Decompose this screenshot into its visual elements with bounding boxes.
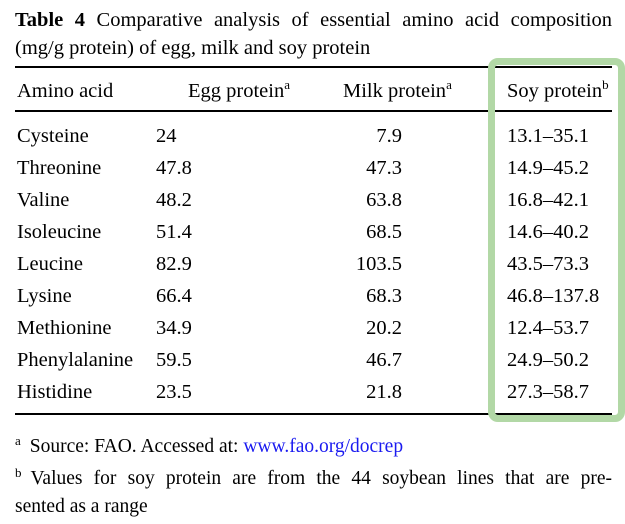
footnote-b-line1: b Values for soy protein are from the 44 … <box>15 466 612 492</box>
amino-acid-cell: Leucine <box>17 253 84 275</box>
table-header-rule <box>15 110 612 112</box>
soy-protein-cell: 43.5–73.3 <box>507 253 589 275</box>
table-row: Cysteine 24 7.9 13.1–35.1 <box>0 120 625 152</box>
table-row: Phenylalanine 59.5 46.7 24.9–50.2 <box>0 344 625 376</box>
table-top-rule <box>15 66 612 68</box>
soy-protein-cell: 12.4–53.7 <box>507 317 589 339</box>
egg-protein-cell: 66.4 <box>156 285 192 307</box>
footnote-b-line2: sented as a range <box>15 496 148 517</box>
table-row: Leucine 82.9 103.5 43.5–73.3 <box>0 248 625 280</box>
egg-protein-cell: 24 <box>156 125 177 147</box>
amino-acid-cell: Valine <box>17 189 70 211</box>
footnote-marker-a: a <box>284 77 290 93</box>
footnote-marker-a: a <box>446 77 452 93</box>
table-header-row: Amino acid Egg proteina Milk proteina So… <box>0 77 625 110</box>
amino-acid-cell: Phenylalanine <box>17 349 134 371</box>
egg-protein-cell: 82.9 <box>156 253 192 275</box>
table-row: Valine 48.2 63.8 16.8–42.1 <box>0 184 625 216</box>
header-milk-protein: Milk proteina <box>343 77 452 102</box>
amino-acid-cell: Isoleucine <box>17 221 102 243</box>
table-row: Histidine 23.5 21.8 27.3–58.7 <box>0 376 625 408</box>
header-egg-protein: Egg proteina <box>188 77 290 102</box>
amino-acid-cell: Threonine <box>17 157 102 179</box>
soy-protein-cell: 14.6–40.2 <box>507 221 589 243</box>
table-body: Cysteine 24 7.9 13.1–35.1 Threonine 47.8 47.3 1… <box>0 120 625 408</box>
soy-protein-cell: 14.9–45.2 <box>507 157 589 179</box>
milk-protein-cell: 68.5 <box>366 221 402 243</box>
table-caption-line2: (mg/g protein) of egg, milk and soy prot… <box>15 37 371 59</box>
footnote-b-text-line1: Values for soy protein are from the 44 s… <box>30 468 613 489</box>
table-number-label: Table 4 <box>15 9 86 31</box>
footnote-marker-b: b <box>602 77 609 93</box>
table-row: Lysine 66.4 68.3 46.8–137.8 <box>0 280 625 312</box>
milk-protein-cell: 47.3 <box>366 157 402 179</box>
amino-acid-cell: Lysine <box>17 285 72 307</box>
milk-protein-cell: 7.9 <box>376 125 402 147</box>
egg-protein-cell: 48.2 <box>156 189 192 211</box>
header-soy-protein: Soy proteinb <box>507 77 609 102</box>
egg-protein-cell: 47.8 <box>156 157 192 179</box>
soy-protein-cell: 46.8–137.8 <box>507 285 600 307</box>
table-row: Threonine 47.8 47.3 14.9–45.2 <box>0 152 625 184</box>
egg-protein-cell: 34.9 <box>156 317 192 339</box>
soy-protein-cell: 27.3–58.7 <box>507 381 589 403</box>
footnote-b-marker: b <box>15 464 22 480</box>
milk-protein-cell: 103.5 <box>355 253 402 275</box>
footnote-a-text: Source: FAO. Accessed at: <box>29 436 244 457</box>
table-row: Isoleucine 51.4 68.5 14.6–40.2 <box>0 216 625 248</box>
footnote-a: a Source: FAO. Accessed at: www.fao.org/d… <box>15 434 612 460</box>
amino-acid-cell: Histidine <box>17 381 93 403</box>
soy-protein-cell: 16.8–42.1 <box>507 189 589 211</box>
header-amino-acid: Amino acid <box>17 80 114 102</box>
amino-acid-cell: Methionine <box>17 317 112 339</box>
milk-protein-cell: 63.8 <box>366 189 402 211</box>
milk-protein-cell: 68.3 <box>366 285 402 307</box>
milk-protein-cell: 21.8 <box>366 381 402 403</box>
table-row: Methionine 34.9 20.2 12.4–53.7 <box>0 312 625 344</box>
table-caption-line1: Table 4 Comparative analysis of essentia… <box>15 6 612 34</box>
soy-protein-cell: 13.1–35.1 <box>507 125 589 147</box>
soy-protein-cell: 24.9–50.2 <box>507 349 589 371</box>
milk-protein-cell: 20.2 <box>366 317 402 339</box>
milk-protein-cell: 46.7 <box>366 349 402 371</box>
egg-protein-cell: 51.4 <box>156 221 192 243</box>
egg-protein-cell: 59.5 <box>156 349 192 371</box>
egg-protein-cell: 23.5 <box>156 381 192 403</box>
fao-link[interactable]: www.fao.org/docrep <box>243 436 404 457</box>
caption-text: Comparative analysis of essential amino … <box>96 9 612 31</box>
amino-acid-cell: Cysteine <box>17 125 89 147</box>
footnote-a-marker: a <box>15 432 21 448</box>
table-bottom-rule <box>15 413 612 415</box>
